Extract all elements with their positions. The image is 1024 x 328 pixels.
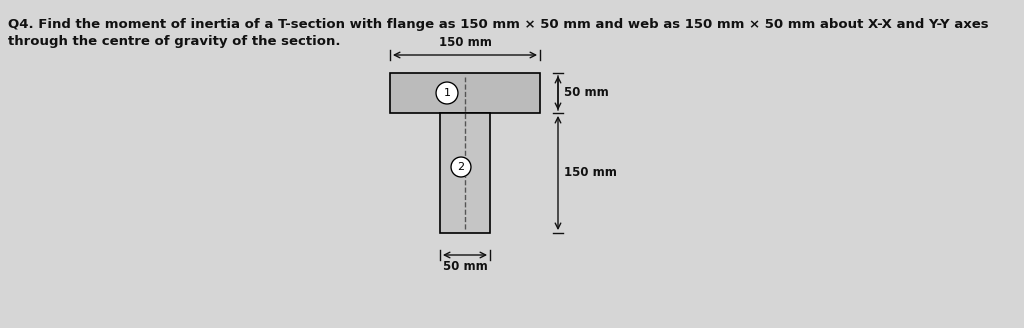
Circle shape [436,82,458,104]
Text: 150 mm: 150 mm [564,167,616,179]
Text: 50 mm: 50 mm [564,87,608,99]
Text: 2: 2 [458,162,465,172]
Text: Q4. Find the moment of inertia of a T-section with flange as 150 mm × 50 mm and : Q4. Find the moment of inertia of a T-se… [8,18,988,31]
Circle shape [451,157,471,177]
Text: through the centre of gravity of the section.: through the centre of gravity of the sec… [8,35,341,48]
Bar [440,113,490,233]
Text: 50 mm: 50 mm [442,260,487,273]
Text: 1: 1 [443,88,451,98]
Bar [390,73,540,113]
Text: 150 mm: 150 mm [438,36,492,49]
